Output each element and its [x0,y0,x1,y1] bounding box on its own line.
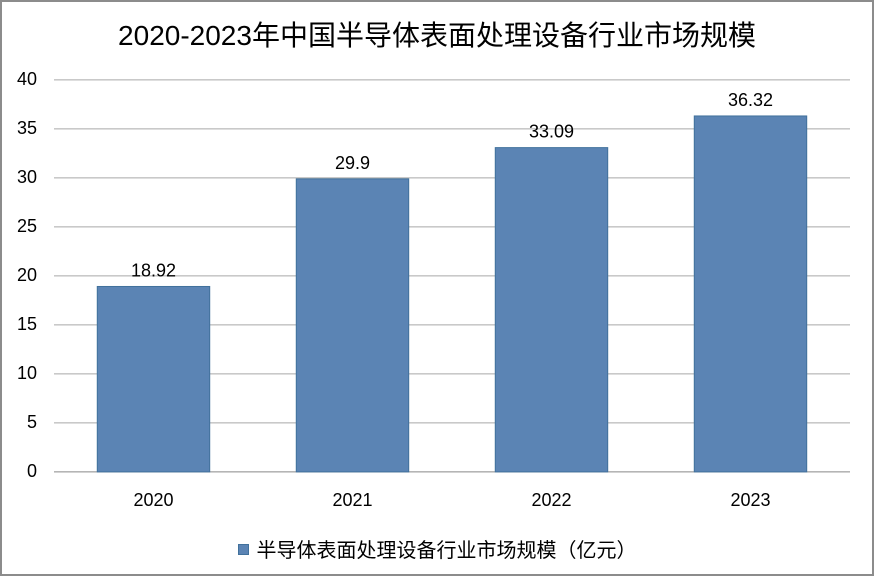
svg-text:36.32: 36.32 [728,90,773,110]
svg-text:5: 5 [27,412,37,432]
svg-text:25: 25 [17,216,37,236]
svg-text:2023: 2023 [730,490,770,510]
svg-text:2022: 2022 [531,490,571,510]
svg-text:33.09: 33.09 [529,122,574,142]
svg-text:10: 10 [17,363,37,383]
svg-text:2020: 2020 [133,490,173,510]
svg-text:2021: 2021 [332,490,372,510]
svg-text:18.92: 18.92 [131,260,176,280]
svg-text:35: 35 [17,118,37,138]
svg-text:29.9: 29.9 [335,153,370,173]
svg-text:40: 40 [17,69,37,89]
svg-text:0: 0 [27,461,37,481]
svg-text:30: 30 [17,167,37,187]
svg-text:15: 15 [17,314,37,334]
svg-text:20: 20 [17,265,37,285]
